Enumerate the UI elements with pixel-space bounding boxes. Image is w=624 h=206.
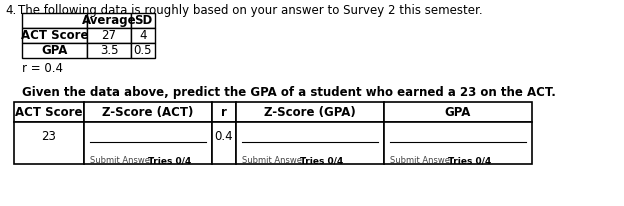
Bar [236, 102, 384, 122]
Bar [14, 102, 84, 122]
Bar [131, 28, 155, 43]
Text: r: r [221, 105, 227, 118]
Text: Tries 0/4: Tries 0/4 [300, 156, 343, 165]
Bar [84, 122, 212, 164]
Text: 3.5: 3.5 [100, 44, 119, 57]
Bar [384, 102, 532, 122]
Bar [384, 122, 532, 164]
Bar [22, 28, 87, 43]
Text: 23: 23 [42, 130, 56, 143]
Text: SD: SD [134, 14, 152, 27]
Bar [87, 28, 131, 43]
Bar [22, 13, 87, 28]
Bar [87, 43, 131, 58]
Bar [131, 43, 155, 58]
Text: The following data is roughly based on your answer to Survey 2 this semester.: The following data is roughly based on y… [18, 4, 482, 17]
Bar [14, 122, 84, 164]
Text: Tries 0/4: Tries 0/4 [148, 156, 191, 165]
Text: Submit Answer: Submit Answer [242, 156, 306, 165]
Text: r = 0.4: r = 0.4 [22, 62, 63, 75]
Text: GPA: GPA [41, 44, 67, 57]
Text: Z-Score (GPA): Z-Score (GPA) [264, 105, 356, 118]
Bar [87, 13, 131, 28]
Bar [212, 122, 236, 164]
Text: GPA: GPA [445, 105, 471, 118]
Text: Z-Score (ACT): Z-Score (ACT) [102, 105, 193, 118]
Bar [22, 43, 87, 58]
Text: ACT Score: ACT Score [15, 105, 83, 118]
Text: Submit Answer: Submit Answer [90, 156, 154, 165]
Text: Given the data above, predict the GPA of a student who earned a 23 on the ACT.: Given the data above, predict the GPA of… [22, 86, 556, 99]
Text: 4.: 4. [5, 4, 16, 17]
Bar [84, 102, 212, 122]
Text: 27: 27 [102, 29, 117, 42]
Text: Average: Average [82, 14, 136, 27]
Bar [212, 102, 236, 122]
Text: Tries 0/4: Tries 0/4 [448, 156, 491, 165]
Bar [236, 122, 384, 164]
Text: 4: 4 [139, 29, 147, 42]
Text: ACT Score: ACT Score [21, 29, 88, 42]
Text: 0.5: 0.5 [134, 44, 152, 57]
Bar [131, 13, 155, 28]
Text: Submit Answer: Submit Answer [390, 156, 454, 165]
Text: 0.4: 0.4 [215, 130, 233, 143]
